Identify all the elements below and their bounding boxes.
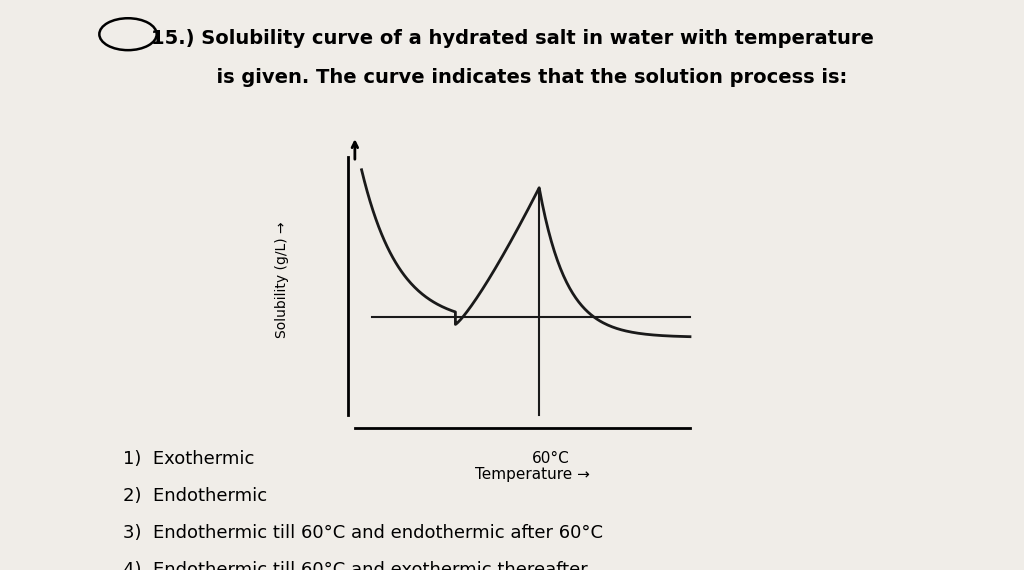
Text: Temperature →: Temperature → <box>475 467 590 482</box>
Text: is given. The curve indicates that the solution process is:: is given. The curve indicates that the s… <box>176 68 848 87</box>
Text: 4)  Endothermic till 60°C and exothermic thereafter: 4) Endothermic till 60°C and exothermic … <box>123 561 588 570</box>
Text: 60°C: 60°C <box>532 451 569 466</box>
Text: 2)  Endothermic: 2) Endothermic <box>123 487 267 506</box>
Text: 3)  Endothermic till 60°C and endothermic after 60°C: 3) Endothermic till 60°C and endothermic… <box>123 524 603 543</box>
Text: 15.) Solubility curve of a hydrated salt in water with temperature: 15.) Solubility curve of a hydrated salt… <box>151 28 873 47</box>
Text: Solubility (g/L) →: Solubility (g/L) → <box>274 221 289 337</box>
Text: 1)  Exothermic: 1) Exothermic <box>123 450 254 469</box>
